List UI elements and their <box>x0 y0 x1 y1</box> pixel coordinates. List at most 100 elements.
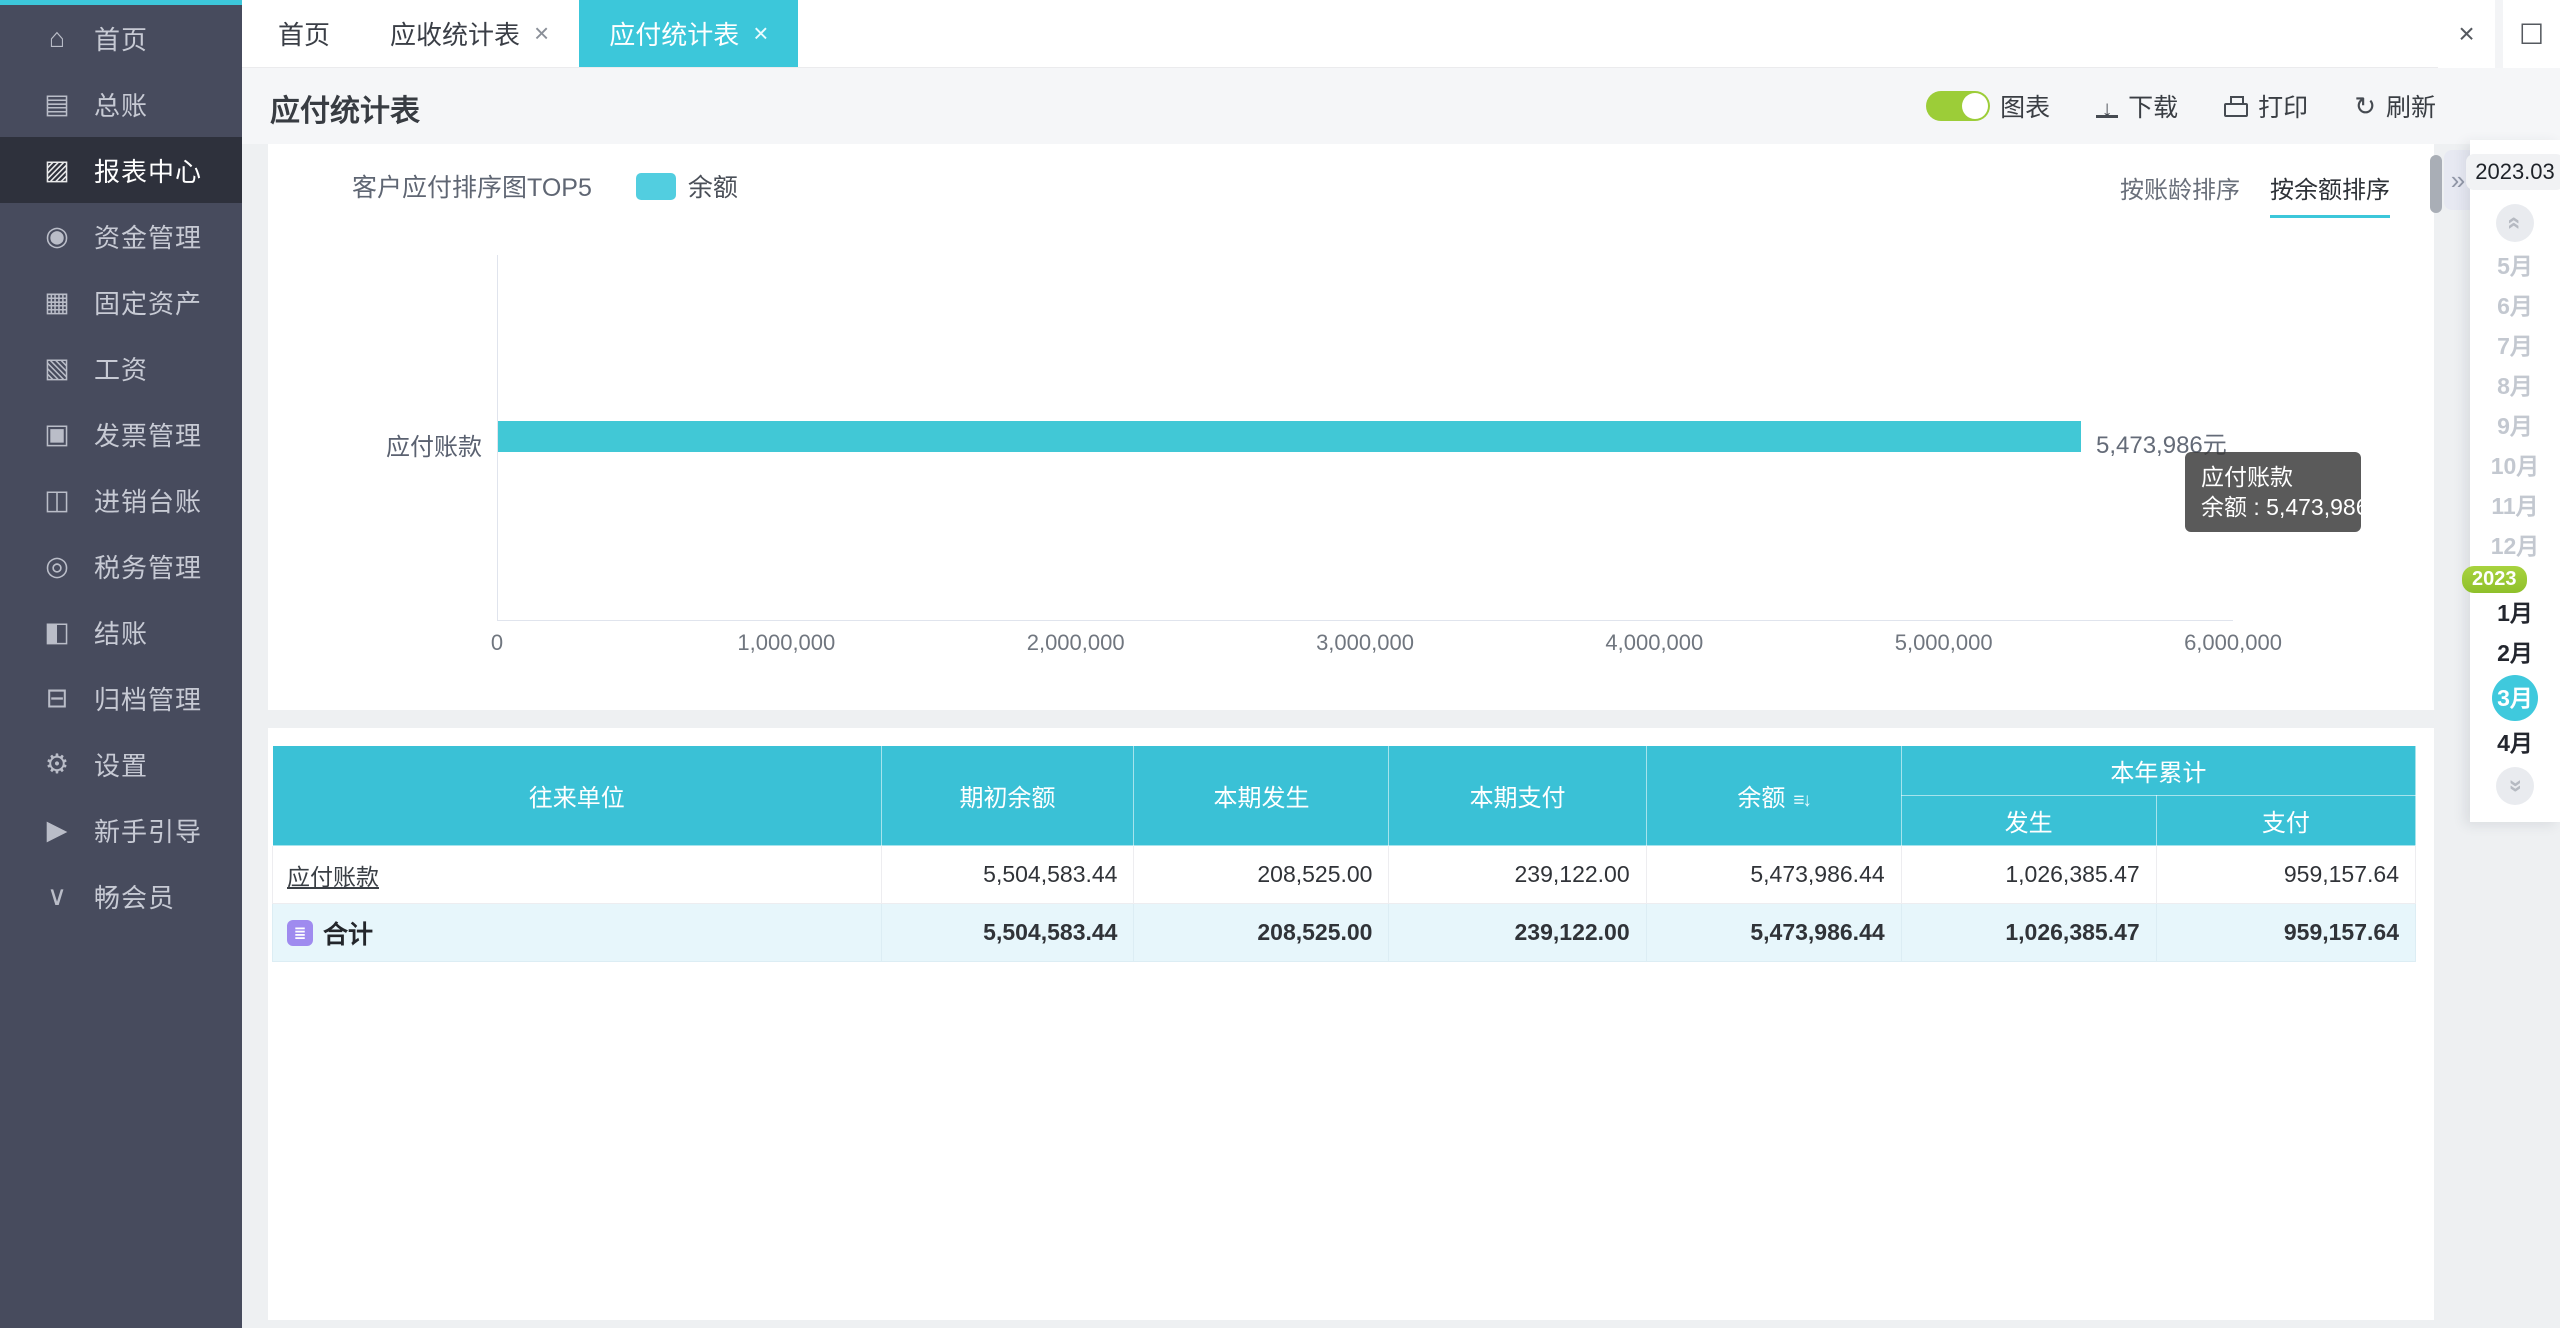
sidebar-item-新手引导[interactable]: ▶ 新手引导 <box>0 797 242 863</box>
month-item-1月[interactable]: 1月 <box>2497 600 2533 626</box>
ledger-icon: ▤ <box>44 88 70 119</box>
year-badge: 2023 <box>2462 566 2527 593</box>
sidebar-item-label: 结账 <box>94 618 149 649</box>
vertical-scrollbar-thumb[interactable] <box>2430 155 2442 213</box>
refresh-label: 刷新 <box>2385 94 2436 122</box>
refresh-button[interactable]: ↻ 刷新 <box>2354 88 2436 124</box>
sidebar-item-结账[interactable]: ◧ 结账 <box>0 599 242 665</box>
scroll-months-down-button[interactable]: « <box>2496 767 2534 805</box>
tab-bar: 首页 应收统计表 × 应付统计表 × <box>242 0 2560 68</box>
unit-link-应付账款[interactable]: 应付账款 <box>287 863 379 890</box>
sidebar-item-固定资产[interactable]: ▦ 固定资产 <box>0 269 242 335</box>
column-header-label: 余额 <box>1737 785 1786 812</box>
download-button[interactable]: 下载 <box>2096 88 2178 124</box>
sidebar-item-label: 税务管理 <box>94 552 203 583</box>
tooltip-title: 应付账款 <box>2201 464 2293 490</box>
month-item-6月[interactable]: 6月 <box>2497 293 2533 319</box>
month-item-8月[interactable]: 8月 <box>2497 373 2533 399</box>
x-tick: 0 <box>490 630 504 655</box>
sidebar-item-设置[interactable]: ⚙ 设置 <box>0 731 242 797</box>
sidebar-item-税务管理[interactable]: ◎ 税务管理 <box>0 533 242 599</box>
chart-toggle[interactable]: 图表 <box>1926 88 2050 124</box>
chart-toggle-label: 图表 <box>2000 94 2051 122</box>
print-button[interactable]: 打印 <box>2224 88 2308 124</box>
refresh-icon: ↻ <box>2354 90 2376 121</box>
table-body: 应付账款 5,504,583.44 208,525.00 239,122.00 5,47… <box>272 845 2417 962</box>
payable-statistics-table: 往来单位 期初余额 本期发生 本期支付 余额 ≡↓ 本年累计 发生 支付 应付账款 5,504,5… <box>272 745 2417 962</box>
sidebar-item-label: 新手引导 <box>94 816 203 847</box>
sort-by-age-tab[interactable]: 按账龄排序 <box>2120 177 2240 204</box>
tab-close-icon[interactable]: × <box>753 18 769 48</box>
chart-panel: 客户应付排序图TOP5 余额 按账龄排序 按余额排序 应付账款 5,473,98… <box>268 144 2434 710</box>
column-header-余额[interactable]: 余额 ≡↓ <box>1645 745 1902 846</box>
tab-应收统计表[interactable]: 应收统计表 × <box>360 0 579 67</box>
legend-swatch[interactable] <box>635 172 676 200</box>
toolbar: 图表 下载 打印 ↻ 刷新 <box>1926 68 2436 144</box>
beginner-guide-icon: ▶ <box>46 814 68 845</box>
sidebar-item-工资[interactable]: ▧ 工资 <box>0 335 242 401</box>
month-item-2月[interactable]: 2月 <box>2497 640 2533 666</box>
download-label: 下载 <box>2128 94 2179 122</box>
column-subheader-支付: 支付 <box>2155 795 2417 846</box>
sidebar-item-label: 归档管理 <box>94 684 203 715</box>
table-head: 往来单位 期初余额 本期发生 本期支付 余额 ≡↓ 本年累计 发生 支付 <box>272 745 2417 846</box>
value-cell: 1,026,385.47 <box>1900 845 2157 904</box>
sidebar-item-发票管理[interactable]: ▣ 发票管理 <box>0 401 242 467</box>
sort-list-icon[interactable]: ≡↓ <box>1793 790 1812 811</box>
chevron-up-icon: « <box>2501 216 2529 230</box>
legend-label[interactable]: 余额 <box>687 174 738 202</box>
close-window-button[interactable]: × <box>2438 0 2495 68</box>
month-item-12月[interactable]: 12月 <box>2490 533 2540 559</box>
bar-track <box>498 421 2233 452</box>
toggle-switch[interactable] <box>1926 91 1991 121</box>
balance-bar[interactable] <box>498 421 2081 452</box>
table-header-row-1: 往来单位 期初余额 本期发生 本期支付 余额 ≡↓ 本年累计 <box>272 745 2417 846</box>
sidebar-item-总账[interactable]: ▤ 总账 <box>0 71 242 137</box>
scroll-months-up-button[interactable]: « <box>2496 204 2534 242</box>
funds-icon: ◉ <box>45 220 69 251</box>
member-icon: ∨ <box>47 880 67 911</box>
month-item-7月[interactable]: 7月 <box>2497 333 2533 359</box>
month-item-5月[interactable]: 5月 <box>2497 253 2533 279</box>
report-center-icon: ▨ <box>44 154 70 185</box>
column-header-往来单位: 往来单位 <box>272 745 882 846</box>
sidebar-item-进销台账[interactable]: ◫ 进销台账 <box>0 467 242 533</box>
print-icon <box>2224 95 2249 117</box>
tab-首页[interactable]: 首页 <box>248 0 360 67</box>
tab-close-icon[interactable]: × <box>534 18 550 48</box>
tab-应付统计表[interactable]: 应付统计表 × <box>579 0 799 67</box>
sidebar-item-label: 报表中心 <box>94 156 203 187</box>
value-cell: 208,525.00 <box>1133 845 1390 904</box>
month-item-10月[interactable]: 10月 <box>2490 453 2540 479</box>
column-header-label: 本期发生 <box>1213 785 1310 812</box>
value-cell: 239,122.00 <box>1388 845 1647 904</box>
sidebar: ⌂ 首页 ▤ 总账 ▨ 报表中心 ◉ 资金管理 ▦ 固定资产 ▧ 工资 ▣ 发票管理 ◫ 进销台账 ◎ 税务管理 ◧… <box>0 0 242 1328</box>
fullscreen-button[interactable]: ☐ <box>2503 0 2560 68</box>
page-title: 应付统计表 <box>270 95 420 128</box>
sidebar-item-首页[interactable]: ⌂ 首页 <box>0 5 242 71</box>
table-row: 应付账款 5,504,583.44 208,525.00 239,122.00 5,47… <box>272 845 2417 904</box>
month-item-4月[interactable]: 4月 <box>2497 730 2533 756</box>
collapse-icon: » <box>2450 164 2466 195</box>
page-header: 应付统计表 图表 下载 打印 ↻ 刷新 <box>242 68 2560 144</box>
sidebar-item-资金管理[interactable]: ◉ 资金管理 <box>0 203 242 269</box>
total-value-cell: 239,122.00 <box>1388 903 1647 962</box>
month-selector-panel: 2023.03 « 5月 6月 7月 8月 9月 10月 11月 12月 2023 1月 2月 3月 4… <box>2462 140 2560 822</box>
month-item-9月[interactable]: 9月 <box>2497 413 2533 439</box>
x-tick: 3,000,000 <box>1316 630 1414 655</box>
total-row: ≣ 合计 5,504,583.44 208,525.00 239,122.00 5,473… <box>272 903 2417 962</box>
sidebar-item-报表中心[interactable]: ▨ 报表中心 <box>0 137 242 203</box>
month-item-3月[interactable]: 3月 <box>2492 675 2538 721</box>
sort-by-balance-tab[interactable]: 按余额排序 <box>2270 170 2390 218</box>
sidebar-item-归档管理[interactable]: ⊟ 归档管理 <box>0 665 242 731</box>
month-item-11月[interactable]: 11月 <box>2491 493 2539 519</box>
total-value-cell: 959,157.64 <box>2155 903 2417 962</box>
download-icon <box>2096 94 2119 118</box>
purchase-sales-ledger-icon: ◫ <box>44 484 70 515</box>
total-label: ≣ 合计 <box>287 915 865 951</box>
sidebar-item-畅会员[interactable]: ∨ 畅会员 <box>0 863 242 929</box>
sidebar-item-label: 资金管理 <box>94 222 203 253</box>
sidebar-top-accent <box>0 0 242 5</box>
table-panel: 往来单位 期初余额 本期发生 本期支付 余额 ≡↓ 本年累计 发生 支付 应付账款 5,504,5… <box>268 728 2434 1320</box>
